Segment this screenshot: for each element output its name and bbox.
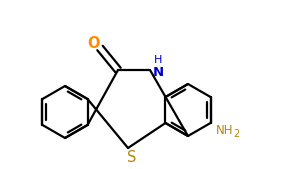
Text: N: N — [153, 66, 164, 78]
Text: 2: 2 — [233, 129, 240, 139]
Text: S: S — [127, 151, 137, 165]
Text: NH: NH — [216, 125, 233, 138]
Text: H: H — [154, 55, 162, 65]
Text: O: O — [88, 37, 100, 52]
